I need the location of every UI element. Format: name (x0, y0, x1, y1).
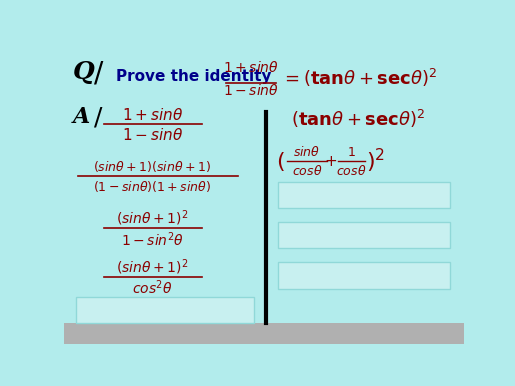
Text: $= (\mathbf{tan}\theta + \mathbf{sec}\theta)^2$: $= (\mathbf{tan}\theta + \mathbf{sec}\th… (281, 67, 437, 89)
Bar (64, 323, 464, 344)
Text: $1$: $1$ (347, 146, 355, 159)
Text: $1 + sin\theta$: $1 + sin\theta$ (122, 107, 183, 123)
Text: $1 - sin^2\theta$: $1 - sin^2\theta$ (121, 230, 184, 249)
Text: $(1 - sin\theta)(1 + sin\theta)$: $(1 - sin\theta)(1 + sin\theta)$ (93, 179, 211, 195)
Text: /: / (94, 60, 104, 88)
Text: /: / (94, 106, 102, 130)
Text: $(sin\theta + 1)^2$: $(sin\theta + 1)^2$ (116, 208, 188, 228)
Text: Prove the identity: Prove the identity (116, 69, 272, 84)
Text: $($: $($ (276, 150, 285, 173)
Text: $1 - sin\theta$: $1 - sin\theta$ (122, 127, 183, 143)
Bar (278, 262, 450, 289)
Text: $1 - sin\theta$: $1 - sin\theta$ (223, 83, 279, 98)
Text: $cos\theta$: $cos\theta$ (292, 164, 322, 178)
Text: $cos\theta$: $cos\theta$ (336, 164, 366, 178)
Text: $1 + sin\theta$: $1 + sin\theta$ (223, 60, 279, 75)
Text: Q: Q (72, 60, 94, 84)
Text: $(\mathbf{tan}\theta + \mathbf{sec}\theta)^2$: $(\mathbf{tan}\theta + \mathbf{sec}\thet… (290, 108, 425, 130)
Text: $cos^2\theta$: $cos^2\theta$ (132, 279, 173, 297)
Text: $)^2$: $)^2$ (366, 147, 385, 176)
Bar (278, 181, 450, 208)
Text: $sin\theta$: $sin\theta$ (294, 146, 321, 159)
Text: $+$: $+$ (324, 154, 337, 169)
Text: A: A (72, 106, 90, 128)
Text: $(sin\theta + 1)(sin\theta + 1)$: $(sin\theta + 1)(sin\theta + 1)$ (93, 159, 211, 174)
Text: $(sin\theta + 1)^2$: $(sin\theta + 1)^2$ (116, 257, 188, 277)
Bar (278, 222, 450, 249)
Bar (76, 298, 254, 323)
